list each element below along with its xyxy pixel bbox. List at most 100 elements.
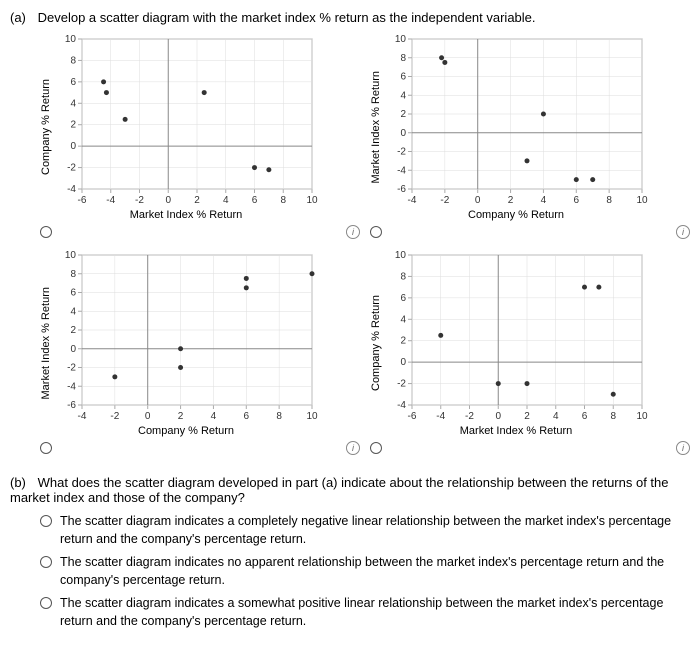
- x-axis-label: Market Index % Return: [384, 425, 648, 437]
- chart-option-radio[interactable]: [370, 442, 382, 454]
- y-axis-label: Company % Return: [40, 79, 52, 175]
- svg-text:-2: -2: [397, 379, 406, 390]
- part-b-text: What does the scatter diagram developed …: [10, 475, 669, 505]
- scatter-plot: -4-20246810-6-4-20246810: [384, 33, 648, 207]
- svg-text:4: 4: [553, 411, 559, 422]
- chart-2: Market Index % Return -4-20246810-6-4-20…: [40, 249, 360, 455]
- option-text-2: The scatter diagram indicates a somewhat…: [60, 595, 690, 630]
- svg-text:0: 0: [475, 195, 481, 206]
- svg-text:-6: -6: [67, 400, 76, 411]
- svg-text:0: 0: [145, 411, 151, 422]
- info-icon[interactable]: i: [346, 225, 360, 239]
- svg-text:8: 8: [70, 55, 76, 66]
- svg-text:-2: -2: [465, 411, 474, 422]
- svg-text:-4: -4: [106, 195, 115, 206]
- svg-text:-4: -4: [67, 381, 76, 392]
- chart-1: Market Index % Return -4-20246810-6-4-20…: [370, 33, 690, 239]
- svg-text:6: 6: [400, 72, 406, 83]
- svg-text:0: 0: [165, 195, 171, 206]
- y-axis-label: Market Index % Return: [370, 71, 382, 184]
- svg-text:-6: -6: [397, 184, 406, 195]
- y-axis-label: Market Index % Return: [40, 287, 52, 400]
- scatter-plot: -4-20246810-6-4-20246810: [54, 249, 318, 423]
- svg-text:-2: -2: [67, 163, 76, 174]
- part-b-label: (b): [10, 475, 34, 490]
- option-text-1: The scatter diagram indicates no apparen…: [60, 554, 690, 589]
- svg-text:4: 4: [70, 306, 76, 317]
- svg-text:-4: -4: [67, 184, 76, 195]
- svg-text:2: 2: [400, 336, 406, 347]
- svg-text:10: 10: [306, 195, 318, 206]
- svg-text:6: 6: [70, 77, 76, 88]
- chart-option-radio[interactable]: [370, 226, 382, 238]
- svg-text:-6: -6: [408, 411, 417, 422]
- svg-text:10: 10: [395, 34, 407, 45]
- charts-grid: Company % Return -6-4-20246810-4-2024681…: [40, 33, 690, 455]
- svg-text:8: 8: [70, 269, 76, 280]
- scatter-plot: -6-4-20246810-4-20246810: [54, 33, 318, 207]
- svg-text:2: 2: [400, 109, 406, 120]
- option-radio-2[interactable]: [40, 597, 52, 609]
- svg-text:8: 8: [280, 195, 286, 206]
- svg-text:6: 6: [574, 195, 580, 206]
- info-icon[interactable]: i: [676, 441, 690, 455]
- chart-option-radio[interactable]: [40, 226, 52, 238]
- svg-text:-2: -2: [440, 195, 449, 206]
- svg-text:-2: -2: [67, 363, 76, 374]
- part-a-text: Develop a scatter diagram with the marke…: [38, 10, 536, 25]
- svg-text:-4: -4: [397, 400, 406, 411]
- svg-text:2: 2: [178, 411, 184, 422]
- svg-text:-6: -6: [78, 195, 87, 206]
- svg-text:-2: -2: [110, 411, 119, 422]
- option-radio-1[interactable]: [40, 556, 52, 568]
- svg-text:8: 8: [610, 411, 616, 422]
- svg-text:8: 8: [276, 411, 282, 422]
- svg-text:0: 0: [495, 411, 501, 422]
- svg-text:4: 4: [400, 90, 406, 101]
- scatter-plot: -6-4-20246810-4-20246810: [384, 249, 648, 423]
- svg-text:-4: -4: [78, 411, 87, 422]
- svg-text:0: 0: [70, 141, 76, 152]
- svg-text:6: 6: [582, 411, 588, 422]
- svg-text:10: 10: [636, 411, 648, 422]
- svg-text:10: 10: [65, 250, 77, 261]
- svg-text:6: 6: [244, 411, 250, 422]
- svg-text:2: 2: [524, 411, 530, 422]
- y-axis-label: Company % Return: [370, 295, 382, 391]
- svg-text:-4: -4: [436, 411, 445, 422]
- chart-0: Company % Return -6-4-20246810-4-2024681…: [40, 33, 360, 239]
- x-axis-label: Company % Return: [384, 209, 648, 221]
- part-b: (b) What does the scatter diagram develo…: [10, 475, 690, 630]
- svg-text:4: 4: [211, 411, 217, 422]
- svg-text:2: 2: [70, 325, 76, 336]
- svg-text:4: 4: [70, 98, 76, 109]
- option-text-0: The scatter diagram indicates a complete…: [60, 513, 690, 548]
- info-icon[interactable]: i: [346, 441, 360, 455]
- chart-3: Company % Return -6-4-20246810-4-2024681…: [370, 249, 690, 455]
- svg-text:10: 10: [636, 195, 648, 206]
- svg-text:4: 4: [223, 195, 229, 206]
- svg-text:8: 8: [606, 195, 612, 206]
- svg-text:6: 6: [70, 288, 76, 299]
- x-axis-label: Market Index % Return: [54, 209, 318, 221]
- svg-text:-2: -2: [397, 147, 406, 158]
- part-a-prompt: (a) Develop a scatter diagram with the m…: [10, 10, 690, 25]
- x-axis-label: Company % Return: [54, 425, 318, 437]
- chart-option-radio[interactable]: [40, 442, 52, 454]
- svg-text:10: 10: [306, 411, 318, 422]
- part-a-label: (a): [10, 10, 34, 25]
- part-b-options: The scatter diagram indicates a complete…: [10, 513, 690, 630]
- option-radio-0[interactable]: [40, 515, 52, 527]
- svg-text:8: 8: [400, 271, 406, 282]
- svg-text:0: 0: [400, 357, 406, 368]
- svg-text:2: 2: [194, 195, 200, 206]
- svg-text:2: 2: [70, 120, 76, 131]
- svg-text:4: 4: [400, 314, 406, 325]
- svg-text:-4: -4: [408, 195, 417, 206]
- svg-text:0: 0: [400, 128, 406, 139]
- svg-text:6: 6: [252, 195, 258, 206]
- svg-text:0: 0: [70, 344, 76, 355]
- info-icon[interactable]: i: [676, 225, 690, 239]
- svg-text:2: 2: [508, 195, 514, 206]
- svg-text:6: 6: [400, 293, 406, 304]
